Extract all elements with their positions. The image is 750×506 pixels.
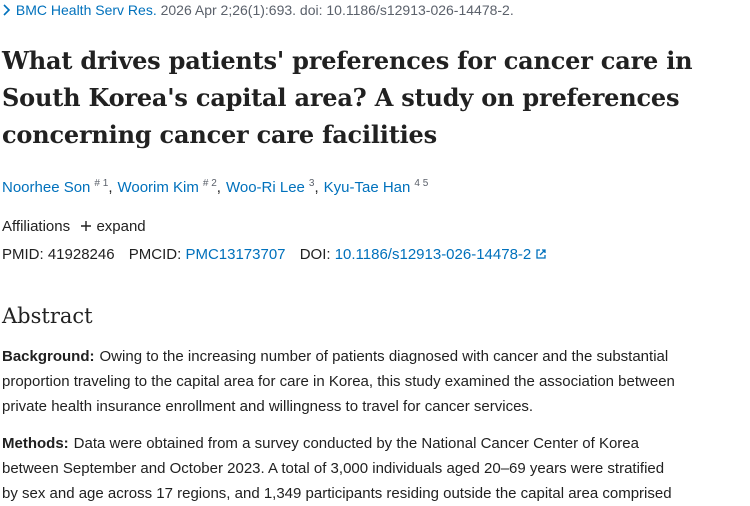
abstract-text: between September and October 2023. A to… [2, 460, 665, 477]
identifiers-row: PMID: 41928246 PMCID: PMC13173707 DOI: 1… [2, 246, 547, 263]
abstract-heading: Abstract [2, 304, 93, 328]
external-link-icon [536, 249, 547, 259]
abstract-line: proportion traveling to the capital area… [2, 369, 675, 394]
abstract-line: Methods: Data were obtained from a survey… [2, 431, 639, 456]
abstract-line: by sex and age across 17 regions, and 1,… [2, 481, 672, 506]
author-link[interactable]: Woo-Ri Lee [225, 179, 305, 196]
pmcid-link[interactable]: PMC13173707 [185, 246, 286, 263]
plus-icon [81, 221, 92, 231]
abstract-text: proportion traveling to the capital area… [2, 373, 675, 390]
pmid-label: PMID: [2, 246, 44, 263]
doi-link[interactable]: 10.1186/s12913-026-14478-2 [334, 246, 532, 263]
doi-label: DOI: [299, 246, 331, 263]
pmid: 41928246 [47, 246, 115, 263]
pmcid-label: PMCID: [128, 246, 182, 263]
abstract-text: Data were obtained from a survey conduct… [73, 435, 639, 452]
author-list: Noorhee Son # 1, Woorim Kim # 2, Woo-Ri Lee 3… [2, 178, 428, 196]
abstract-text: private health insurance enrollment and … [2, 398, 534, 415]
journal-link[interactable]: BMC Health Serv Res. [15, 2, 157, 18]
chevron-icon [3, 4, 11, 16]
section-label: Background: [2, 348, 95, 365]
expand-label: expand [96, 218, 146, 235]
separator: , [108, 179, 113, 196]
section-label: Methods: [2, 435, 69, 452]
abstract-text: Owing to the increasing number of patien… [99, 348, 669, 365]
author-link[interactable]: Noorhee Son [2, 179, 91, 196]
author-affiliation-marks: # 2 [202, 178, 217, 189]
author-affiliation-marks: 4 5 [414, 178, 429, 189]
expand-toggle[interactable]: expand [80, 218, 146, 235]
abstract-line: between September and October 2023. A to… [2, 456, 664, 481]
author-affiliation-marks: # 1 [94, 178, 109, 189]
abstract-text: by sex and age across 17 regions, and 1,… [2, 485, 672, 502]
citation: BMC Health Serv Res. 2026 Apr 2;26(1):69… [2, 2, 514, 18]
affiliations-row: Affiliations expand [2, 218, 146, 235]
author-affiliation-marks: 3 [308, 178, 315, 189]
article-title: What drives patients' preferences for ca… [2, 46, 693, 149]
affiliations-label: Affiliations [2, 218, 71, 235]
citation-details: 2026 Apr 2;26(1):693. doi: 10.1186/s1291… [160, 2, 514, 18]
author-link[interactable]: Woorim Kim [117, 179, 199, 196]
abstract-line: private health insurance enrollment and … [2, 394, 533, 419]
abstract-line: Background: Owing to the increasing numbe… [2, 344, 668, 369]
author-link[interactable]: Kyu-Tae Han [323, 179, 411, 196]
separator: , [216, 179, 221, 196]
separator: , [314, 179, 319, 196]
